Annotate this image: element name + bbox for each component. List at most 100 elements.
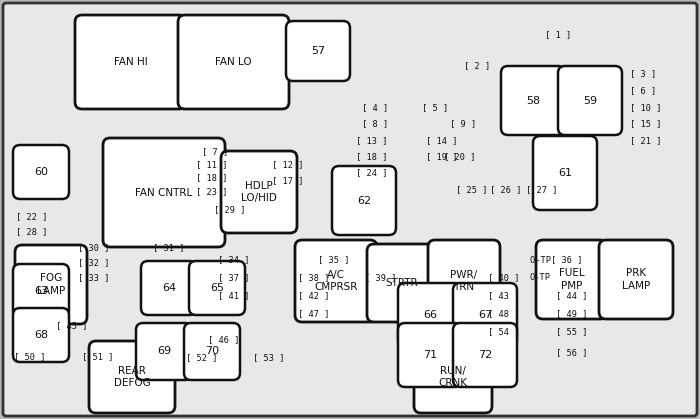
Text: [ 40 ]: [ 40 ] bbox=[489, 274, 520, 282]
FancyBboxPatch shape bbox=[103, 138, 225, 247]
Text: [ 4 ]: [ 4 ] bbox=[362, 103, 388, 112]
Text: [ 39 ]: [ 39 ] bbox=[365, 274, 396, 282]
Text: [ 9 ]: [ 9 ] bbox=[449, 119, 476, 129]
Text: 72: 72 bbox=[478, 350, 492, 360]
FancyBboxPatch shape bbox=[398, 283, 462, 347]
Text: 69: 69 bbox=[157, 347, 171, 357]
Text: [ 5 ]: [ 5 ] bbox=[422, 103, 448, 112]
FancyBboxPatch shape bbox=[178, 15, 289, 109]
Text: [ 6 ]: [ 6 ] bbox=[630, 86, 657, 96]
FancyBboxPatch shape bbox=[13, 264, 69, 318]
Text: [ 49 ]: [ 49 ] bbox=[556, 310, 587, 318]
Text: [ 2 ]: [ 2 ] bbox=[463, 62, 490, 70]
Text: 57: 57 bbox=[311, 46, 325, 56]
Text: [ 1 ]: [ 1 ] bbox=[545, 31, 571, 39]
FancyBboxPatch shape bbox=[599, 240, 673, 319]
Text: O-TP: O-TP bbox=[530, 274, 551, 282]
Text: [ 21 ]: [ 21 ] bbox=[630, 137, 662, 145]
FancyBboxPatch shape bbox=[3, 3, 697, 416]
Text: [ 34 ]: [ 34 ] bbox=[218, 256, 250, 264]
Text: 70: 70 bbox=[205, 347, 219, 357]
Text: 58: 58 bbox=[526, 96, 540, 106]
Text: [ 44 ]: [ 44 ] bbox=[556, 292, 587, 300]
FancyBboxPatch shape bbox=[189, 261, 245, 315]
FancyBboxPatch shape bbox=[184, 323, 240, 380]
Text: FAN HI: FAN HI bbox=[113, 57, 148, 67]
Text: [ 43 ]: [ 43 ] bbox=[489, 292, 520, 300]
Text: [ 30 ]: [ 30 ] bbox=[78, 243, 110, 253]
Text: 67: 67 bbox=[478, 310, 492, 320]
Text: [ 31 ]: [ 31 ] bbox=[153, 243, 185, 253]
Text: [ 18 ]: [ 18 ] bbox=[356, 153, 388, 161]
Text: [ 14 ]: [ 14 ] bbox=[426, 137, 458, 145]
FancyBboxPatch shape bbox=[332, 166, 396, 235]
Text: 68: 68 bbox=[34, 330, 48, 340]
Text: [ 33 ]: [ 33 ] bbox=[78, 274, 110, 282]
FancyBboxPatch shape bbox=[533, 136, 597, 210]
Text: [ 48 ]: [ 48 ] bbox=[489, 310, 520, 318]
Text: 65: 65 bbox=[210, 283, 224, 293]
Text: [ 32 ]: [ 32 ] bbox=[78, 259, 110, 267]
Text: [ 56 ]: [ 56 ] bbox=[556, 349, 587, 357]
Text: [ 15 ]: [ 15 ] bbox=[630, 119, 662, 129]
Text: RUN/
CRNK: RUN/ CRNK bbox=[438, 366, 468, 388]
Text: 59: 59 bbox=[583, 96, 597, 106]
FancyBboxPatch shape bbox=[286, 21, 350, 81]
Text: [ 20 ]: [ 20 ] bbox=[444, 153, 476, 161]
FancyBboxPatch shape bbox=[398, 323, 462, 387]
FancyBboxPatch shape bbox=[141, 261, 197, 315]
Text: [ 50 ]: [ 50 ] bbox=[15, 352, 46, 362]
FancyBboxPatch shape bbox=[453, 323, 517, 387]
FancyBboxPatch shape bbox=[221, 151, 297, 233]
Text: [ 54 ]: [ 54 ] bbox=[489, 328, 520, 336]
Text: [ 38 ]: [ 38 ] bbox=[298, 274, 330, 282]
Text: [ 7 ]: [ 7 ] bbox=[202, 147, 228, 157]
Text: [ 55 ]: [ 55 ] bbox=[556, 328, 587, 336]
Text: HDLP
LO/HID: HDLP LO/HID bbox=[241, 181, 277, 203]
Text: [ 27 ]: [ 27 ] bbox=[526, 186, 557, 194]
FancyBboxPatch shape bbox=[367, 244, 436, 322]
FancyBboxPatch shape bbox=[295, 240, 377, 322]
Text: [ 51 ]: [ 51 ] bbox=[82, 352, 113, 362]
Text: 66: 66 bbox=[423, 310, 437, 320]
Text: [ 17 ]: [ 17 ] bbox=[272, 176, 303, 186]
FancyBboxPatch shape bbox=[15, 245, 87, 324]
Text: FAN LO: FAN LO bbox=[215, 57, 252, 67]
Text: [ 41 ]: [ 41 ] bbox=[218, 292, 250, 300]
Text: 64: 64 bbox=[162, 283, 176, 293]
Text: 62: 62 bbox=[357, 196, 371, 205]
Text: 71: 71 bbox=[423, 350, 437, 360]
FancyBboxPatch shape bbox=[536, 240, 607, 319]
Text: [ 45 ]: [ 45 ] bbox=[57, 321, 88, 331]
Text: [ 26 ]: [ 26 ] bbox=[491, 186, 522, 194]
FancyBboxPatch shape bbox=[13, 145, 69, 199]
Text: PWR/
TRN: PWR/ TRN bbox=[450, 270, 477, 292]
FancyBboxPatch shape bbox=[13, 308, 69, 362]
FancyBboxPatch shape bbox=[428, 240, 500, 322]
Text: [ 23 ]: [ 23 ] bbox=[197, 187, 228, 197]
FancyBboxPatch shape bbox=[89, 341, 175, 413]
Text: 60: 60 bbox=[34, 167, 48, 177]
Text: [ 18 ]: [ 18 ] bbox=[197, 173, 228, 183]
Text: [ 12 ]: [ 12 ] bbox=[272, 160, 303, 170]
Text: [ 25 ]: [ 25 ] bbox=[456, 186, 487, 194]
Text: [ 46 ]: [ 46 ] bbox=[209, 336, 240, 344]
Text: REAR
DEFOG: REAR DEFOG bbox=[113, 366, 150, 388]
FancyBboxPatch shape bbox=[501, 66, 565, 135]
Text: FOG
LAMP: FOG LAMP bbox=[37, 273, 65, 296]
FancyBboxPatch shape bbox=[414, 341, 492, 413]
Text: [ 13 ]: [ 13 ] bbox=[356, 137, 388, 145]
Text: [ 22 ]: [ 22 ] bbox=[15, 212, 47, 222]
Text: FAN CNTRL: FAN CNTRL bbox=[135, 187, 192, 197]
FancyBboxPatch shape bbox=[558, 66, 622, 135]
Text: [ 29 ]: [ 29 ] bbox=[214, 205, 245, 215]
Text: [ 35 ]: [ 35 ] bbox=[318, 256, 350, 264]
Text: [ 10 ]: [ 10 ] bbox=[630, 103, 662, 112]
Text: PRK
LAMP: PRK LAMP bbox=[622, 268, 650, 291]
Text: [ 24 ]: [ 24 ] bbox=[356, 168, 388, 178]
Text: STRTR: STRTR bbox=[385, 278, 418, 288]
Text: [ 11 ]: [ 11 ] bbox=[197, 160, 228, 170]
Text: [ 28 ]: [ 28 ] bbox=[15, 228, 47, 236]
Text: [ 52 ]: [ 52 ] bbox=[186, 354, 218, 362]
Text: [ 42 ]: [ 42 ] bbox=[298, 292, 330, 300]
